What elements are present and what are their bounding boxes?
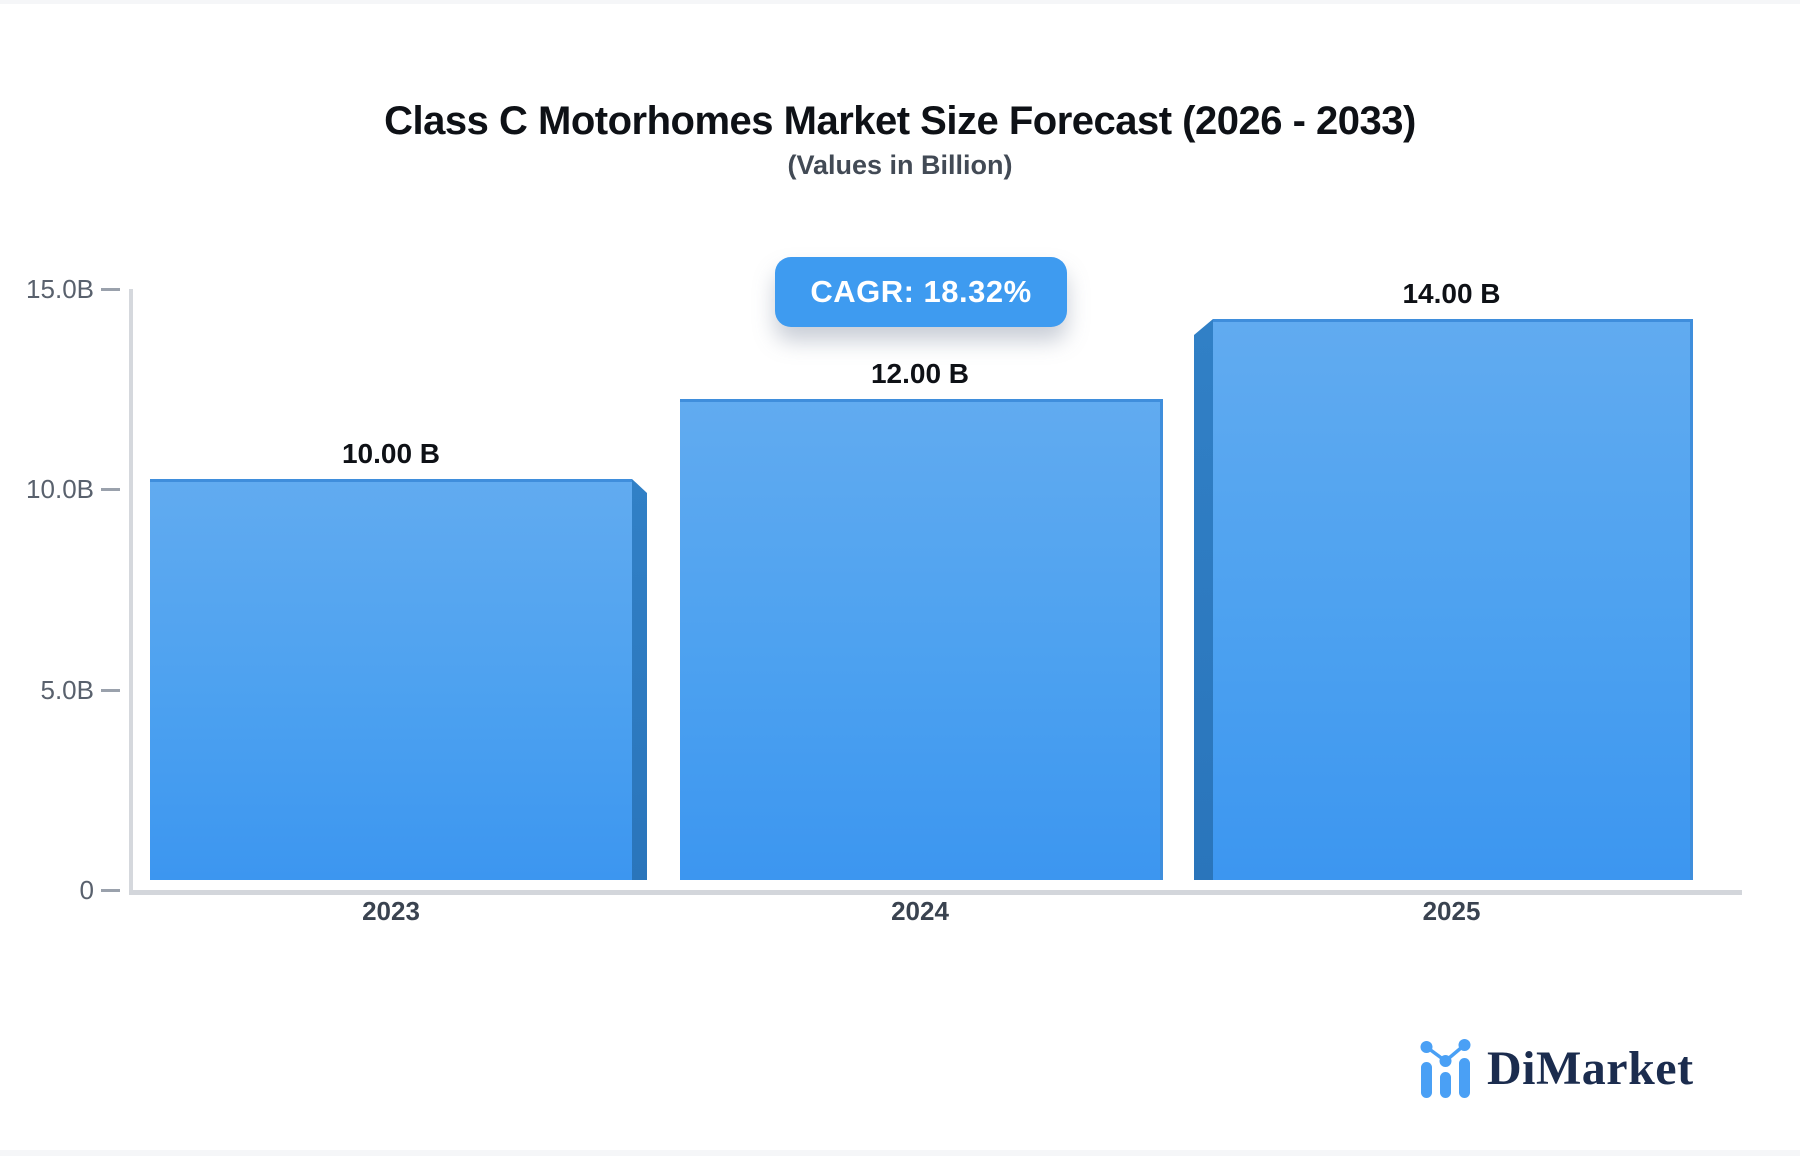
mini-bar-chart-icon: [1420, 1039, 1471, 1098]
bar-2024-value-label: 12.00 B: [870, 358, 970, 389]
bar-2023: 10.00 B 2023: [150, 438, 647, 926]
bar-2025-value-label: 14.00 B: [1402, 278, 1501, 309]
brand-name: DiMarket: [1487, 1041, 1694, 1095]
y-axis-line: [129, 289, 133, 895]
bar-2025-3d-edge: [1194, 319, 1213, 880]
bar-2023-value-label: 10.00 B: [341, 438, 441, 469]
chart-title: Class C Motorhomes Market Size Forecast …: [384, 99, 1416, 143]
bar-2023-3d-edge: [632, 479, 647, 880]
y-axis-label: 0: [79, 875, 94, 905]
x-axis-label-2023: 2023: [362, 896, 420, 926]
y-axis-label: 10.0B: [26, 474, 94, 505]
y-axis-label: 15.0B: [26, 274, 94, 304]
y-tick-mark: [101, 889, 120, 892]
cagr-badge: CAGR: 18.32%: [775, 257, 1067, 327]
chart-subtitle: (Values in Billion): [787, 150, 1013, 180]
brand-logo: DiMarket: [1419, 1036, 1749, 1100]
y-axis-label: 5.0B: [40, 674, 95, 705]
bar-2025: 14.00 B 2025: [1194, 278, 1693, 926]
x-axis-label-2025: 2025: [1422, 896, 1481, 926]
y-tick-mark: [101, 688, 120, 692]
y-tick-mark: [101, 488, 120, 492]
y-tick-mark: [101, 288, 120, 291]
chart-card: Class C Motorhomes Market Size Forecast …: [0, 4, 1800, 1150]
x-axis-label-2024: 2024: [891, 896, 949, 926]
bar-2024: 12.00 B 2024: [680, 358, 1163, 926]
x-axis-line: [129, 890, 1742, 895]
